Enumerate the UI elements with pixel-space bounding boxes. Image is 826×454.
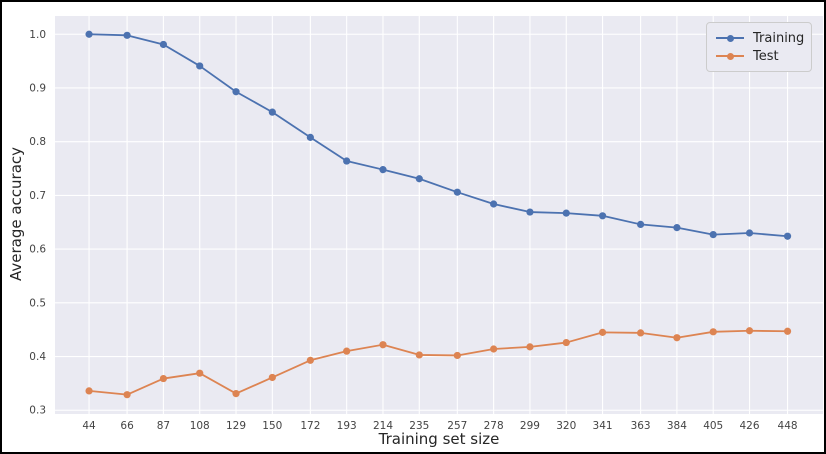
training-line-marker-icon (716, 31, 744, 45)
svg-text:405: 405 (703, 420, 723, 432)
svg-text:235: 235 (409, 420, 429, 432)
svg-text:0.9: 0.9 (29, 82, 46, 94)
svg-text:0.3: 0.3 (29, 405, 46, 417)
svg-text:0.5: 0.5 (29, 297, 46, 309)
test-line-marker-icon (716, 49, 744, 63)
legend-item-training: Training (716, 29, 805, 47)
legend-item-test: Test (716, 47, 801, 65)
svg-text:0.6: 0.6 (29, 244, 46, 256)
svg-text:384: 384 (667, 420, 687, 432)
svg-text:448: 448 (778, 420, 798, 432)
svg-text:0.7: 0.7 (29, 190, 46, 202)
svg-text:0.8: 0.8 (29, 136, 46, 148)
svg-text:129: 129 (226, 420, 246, 432)
svg-text:214: 214 (373, 420, 393, 432)
svg-text:172: 172 (300, 420, 320, 432)
legend-label-training: Training (753, 30, 805, 46)
x-axis-label: Training set size (378, 430, 500, 448)
svg-text:278: 278 (484, 420, 504, 432)
svg-text:299: 299 (520, 420, 540, 432)
legend-label-test: Test (753, 48, 779, 64)
svg-text:0.4: 0.4 (29, 351, 46, 363)
y-axis-label: Average accuracy (7, 146, 25, 282)
svg-text:257: 257 (447, 420, 467, 432)
svg-text:44: 44 (82, 420, 96, 432)
legend: Training Test (706, 22, 812, 72)
svg-text:1.0: 1.0 (29, 29, 46, 41)
svg-text:341: 341 (593, 420, 613, 432)
svg-text:193: 193 (337, 420, 357, 432)
svg-text:320: 320 (556, 420, 576, 432)
svg-text:66: 66 (120, 420, 134, 432)
svg-text:108: 108 (190, 420, 210, 432)
svg-text:150: 150 (262, 420, 282, 432)
svg-text:87: 87 (157, 420, 170, 432)
svg-text:426: 426 (739, 420, 759, 432)
svg-text:363: 363 (631, 420, 651, 432)
